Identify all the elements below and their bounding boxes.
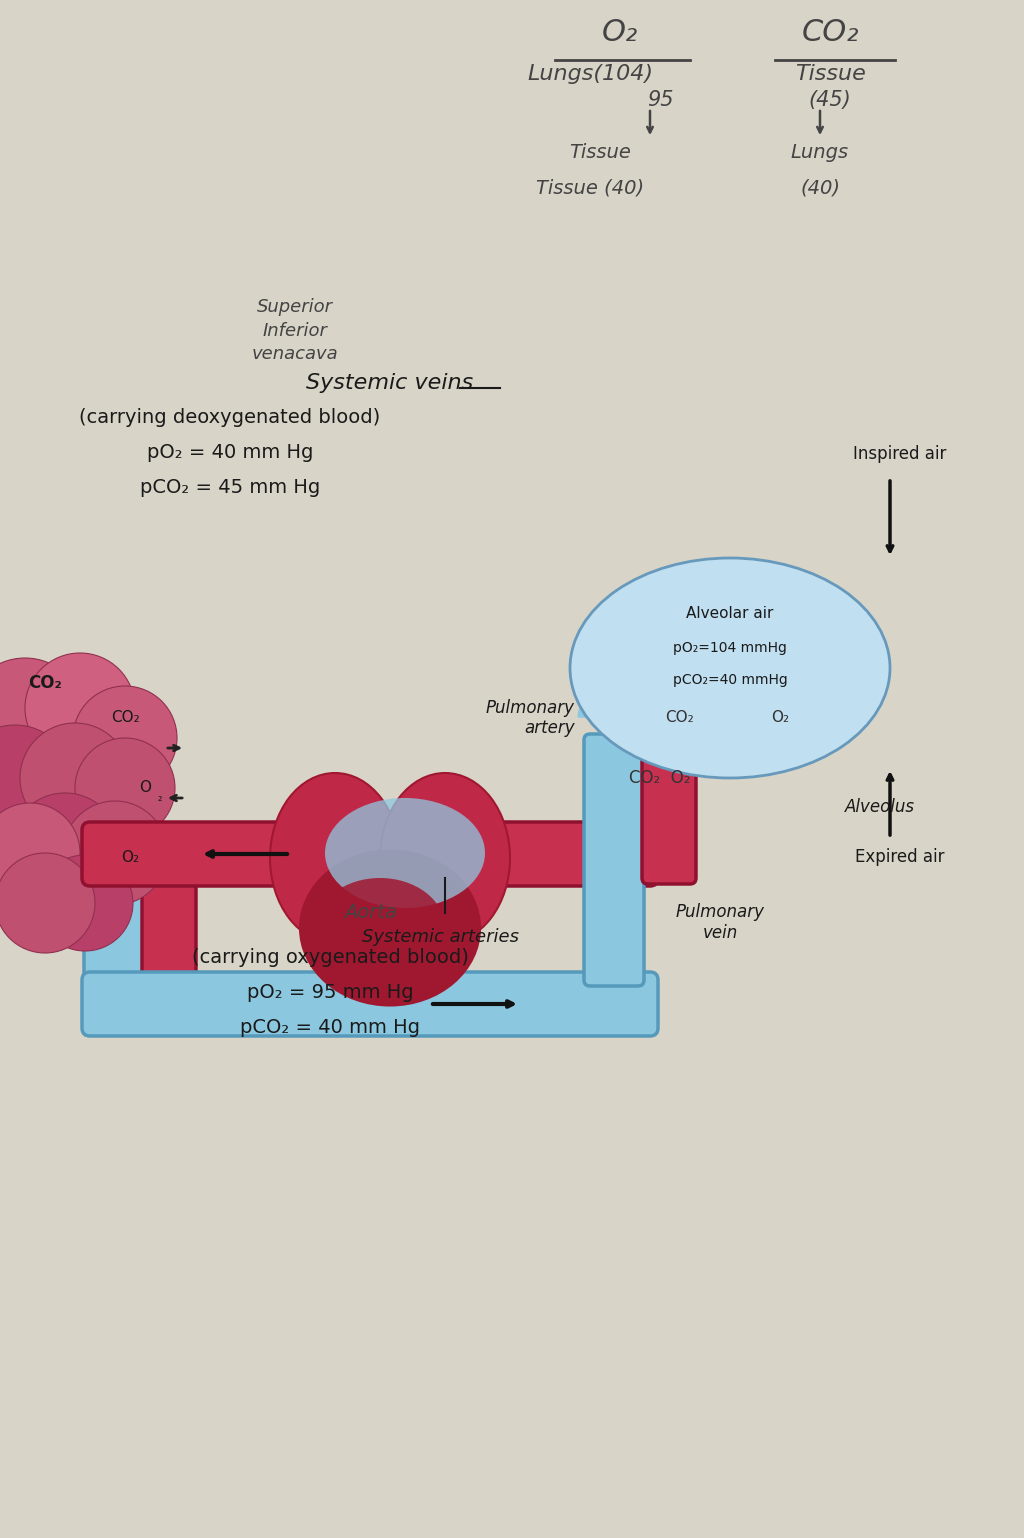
Text: O₂: O₂ [602,18,638,48]
Text: pO₂ = 95 mm Hg: pO₂ = 95 mm Hg [247,983,414,1001]
Text: Systemic veins: Systemic veins [306,374,474,394]
Text: (carrying deoxygenated blood): (carrying deoxygenated blood) [80,408,381,428]
Ellipse shape [570,558,890,778]
Text: Aorta: Aorta [344,903,396,921]
Text: CO₂  O₂: CO₂ O₂ [630,769,691,787]
Text: ₂: ₂ [158,794,162,803]
Circle shape [73,686,177,791]
Text: Tissue (40): Tissue (40) [536,178,644,197]
Text: O₂: O₂ [121,851,139,866]
Text: pCO₂=40 mmHg: pCO₂=40 mmHg [673,674,787,687]
Text: Lungs: Lungs [791,143,849,161]
Text: Pulmonary
artery: Pulmonary artery [486,698,575,737]
Circle shape [75,738,175,838]
Circle shape [20,723,130,834]
Text: pO₂ = 40 mm Hg: pO₂ = 40 mm Hg [146,443,313,461]
Text: Superior
Inferior
venacava: Superior Inferior venacava [252,298,338,363]
FancyBboxPatch shape [84,824,144,986]
Circle shape [0,724,73,841]
Text: pCO₂ = 45 mm Hg: pCO₂ = 45 mm Hg [140,478,321,497]
Text: Tissue: Tissue [569,143,631,161]
Text: (40): (40) [800,178,840,197]
Ellipse shape [270,774,400,943]
Circle shape [0,803,80,903]
Text: CO₂: CO₂ [28,674,61,692]
Text: CO₂: CO₂ [666,711,694,726]
Text: CO₂: CO₂ [801,18,859,48]
Text: O₂: O₂ [771,711,790,726]
Text: (45): (45) [809,91,851,111]
FancyBboxPatch shape [82,972,658,1037]
Text: Tissue: Tissue [795,65,865,85]
Circle shape [25,654,135,763]
Text: Pulmonary
vein: Pulmonary vein [676,903,765,941]
Text: Systemic arteries: Systemic arteries [361,927,518,946]
Ellipse shape [315,878,445,978]
Text: pO₂=104 mmHg: pO₂=104 mmHg [673,641,786,655]
FancyBboxPatch shape [584,734,644,986]
Circle shape [0,658,85,778]
Ellipse shape [380,774,510,943]
Text: pCO₂ = 40 mm Hg: pCO₂ = 40 mm Hg [240,1018,420,1037]
Circle shape [10,794,120,903]
Circle shape [37,855,133,950]
Circle shape [63,801,167,904]
Text: Expired air: Expired air [855,847,945,866]
FancyBboxPatch shape [142,824,196,986]
Text: Alveolus: Alveolus [845,798,915,817]
FancyBboxPatch shape [82,821,658,886]
Ellipse shape [325,798,485,907]
Text: O: O [139,780,151,795]
Text: (carrying oxygenated blood): (carrying oxygenated blood) [191,947,468,967]
Ellipse shape [300,851,480,1006]
Text: Inspired air: Inspired air [853,444,946,463]
Text: Alveolar air: Alveolar air [686,606,774,620]
Text: CO₂: CO₂ [111,711,139,726]
Text: Lungs(104): Lungs(104) [527,65,653,85]
FancyBboxPatch shape [642,712,696,884]
Text: 95: 95 [647,91,673,111]
Circle shape [0,854,95,954]
